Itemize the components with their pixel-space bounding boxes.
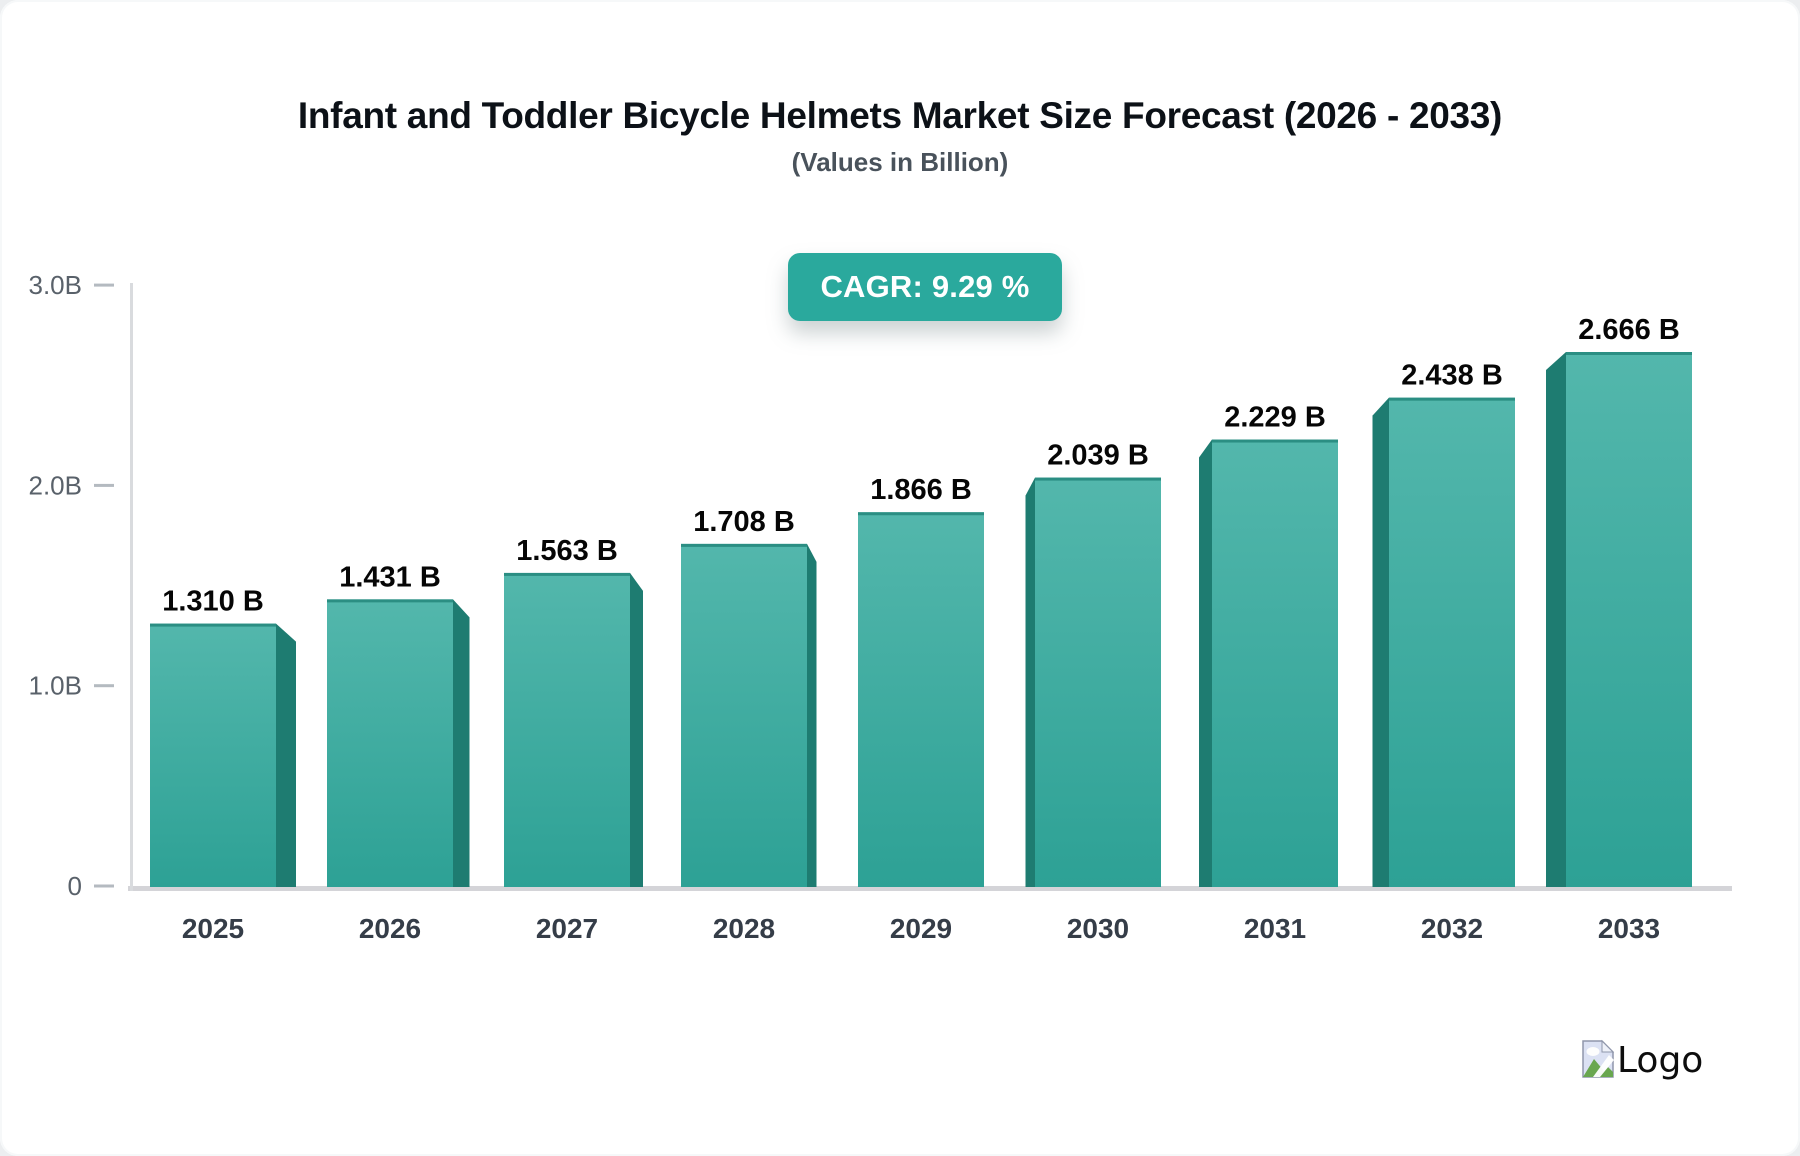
x-axis-line (128, 886, 1732, 891)
bar-top-edge (1035, 477, 1161, 481)
bar-2033: 2.666 B 2033 (1546, 314, 1692, 944)
bar-value-label: 2.039 B (1047, 440, 1149, 472)
bar-value-label: 1.431 B (339, 561, 441, 593)
x-axis-label: 2026 (359, 913, 421, 944)
bar-top-edge (150, 623, 276, 627)
cagr-badge: CAGR: 9.29 % (788, 253, 1062, 321)
x-axis-label: 2031 (1244, 913, 1306, 944)
bar-value-label: 2.666 B (1578, 314, 1680, 346)
bar-side-face (453, 599, 470, 887)
chart-title: Infant and Toddler Bicycle Helmets Marke… (297, 95, 1503, 136)
bar-side-face (1372, 397, 1389, 887)
bar-2025: 1.310 B 2025 (150, 586, 296, 944)
bar-side-face (1546, 352, 1566, 887)
bar-top-edge (681, 543, 807, 547)
bar-value-label: 1.310 B (162, 586, 264, 618)
bar-2027: 1.563 B 2027 (504, 535, 643, 944)
bar-top-edge (1212, 439, 1338, 443)
bar-side-face (1199, 439, 1212, 887)
bar-value-label: 2.229 B (1224, 402, 1326, 434)
bar-2026: 1.431 B 2026 (327, 561, 470, 944)
chart-subtitle: (Values in Billion) (791, 147, 1009, 177)
x-axis-label: 2028 (713, 913, 775, 944)
bar-front-face (1389, 397, 1515, 887)
bar-side-face (630, 572, 643, 887)
bar-top-edge (1566, 352, 1692, 356)
bar-value-label: 1.563 B (516, 535, 618, 567)
x-axis-label: 2033 (1598, 913, 1660, 944)
bar-front-face (681, 543, 807, 887)
bar-2032: 2.438 B 2032 (1372, 360, 1515, 944)
y-axis-line (130, 283, 133, 891)
broken-image-icon (1582, 1039, 1615, 1078)
bar-value-label: 1.866 B (870, 474, 972, 506)
bar-front-face (1212, 439, 1338, 887)
bar-top-edge (327, 599, 453, 603)
y-tick-label: 0 (68, 871, 82, 901)
bar-top-edge (858, 512, 984, 516)
x-axis-label: 2030 (1067, 913, 1129, 944)
y-tick (94, 483, 114, 487)
bar-value-label: 1.708 B (693, 506, 795, 538)
bar-2031: 2.229 B 2031 (1199, 402, 1338, 944)
y-tick (94, 283, 114, 287)
y-tick (94, 684, 114, 688)
y-tick-label: 3.0B (29, 270, 83, 300)
bar-side-face (1025, 477, 1035, 887)
bar-value-label: 2.438 B (1401, 360, 1503, 392)
bar-front-face (504, 572, 630, 887)
x-axis-label: 2025 (182, 913, 244, 944)
bar-side-face (276, 623, 296, 887)
bar-front-face (150, 623, 276, 887)
bar-top-edge (504, 572, 630, 576)
x-axis-label: 2027 (536, 913, 598, 944)
bar-front-face (1566, 352, 1692, 887)
x-axis-label: 2029 (890, 913, 952, 944)
bar-front-face (1035, 477, 1161, 887)
bar-front-face (327, 599, 453, 887)
bar-front-face (858, 512, 984, 887)
y-tick-label: 2.0B (29, 470, 83, 500)
y-tick-label: 1.0B (29, 671, 83, 701)
bar-2030: 2.039 B 2030 (1025, 440, 1161, 944)
bar-2029: 1.866 B 2029 (858, 474, 984, 944)
logo-alt-text: Logo (1617, 1040, 1704, 1081)
bar-2028: 1.708 B 2028 (681, 506, 817, 944)
logo: Logo (1581, 1038, 1703, 1084)
y-tick (94, 884, 114, 888)
bar-side-face (807, 543, 817, 887)
bar-top-edge (1389, 397, 1515, 401)
x-axis-label: 2032 (1421, 913, 1483, 944)
